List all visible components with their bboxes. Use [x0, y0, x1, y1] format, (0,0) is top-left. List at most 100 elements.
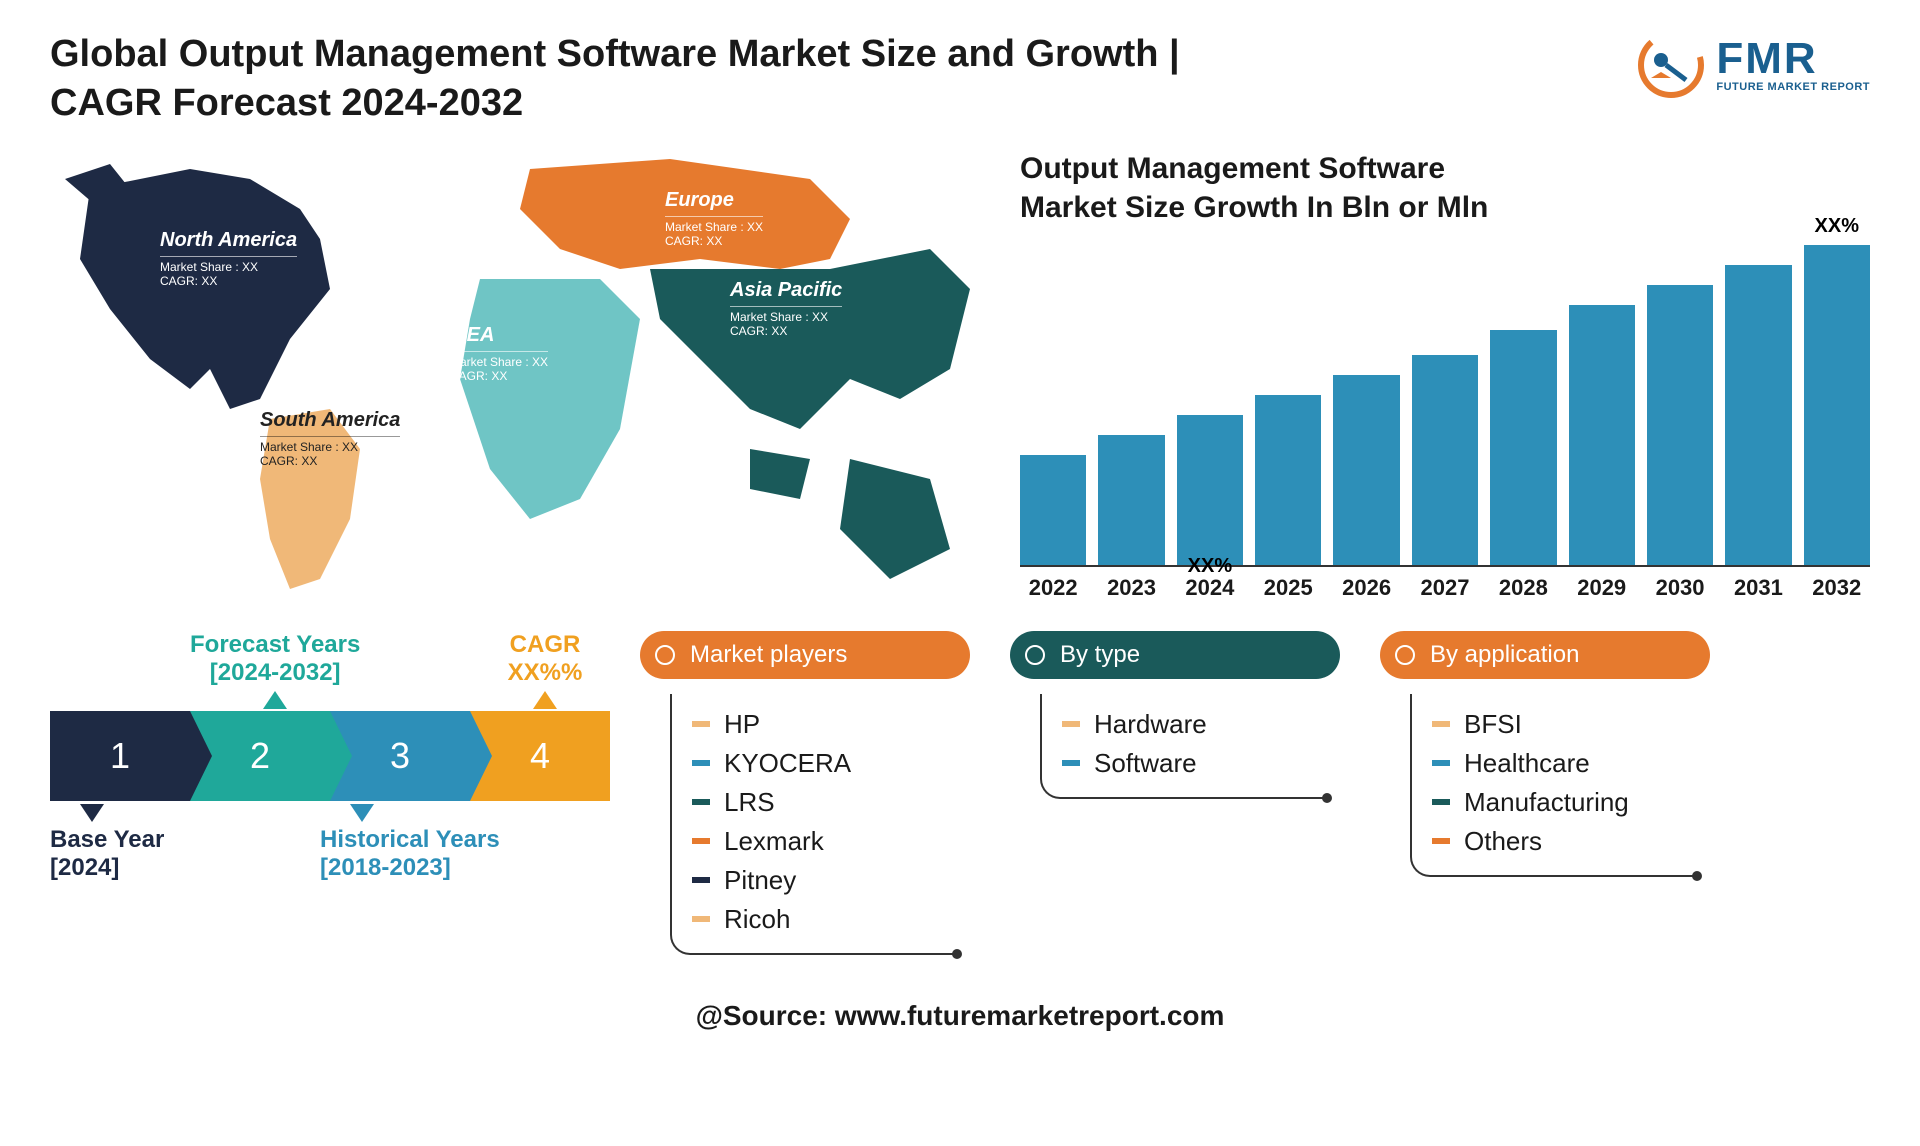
category-item: Hardware — [1062, 709, 1330, 740]
categories: Market players HP KYOCERA LRS Lexmark Pi… — [640, 631, 1870, 955]
timeline-label: Forecast Years[2024-2032] — [190, 631, 360, 687]
item-label: HP — [724, 709, 760, 740]
timeline-label: CAGR XX%% — [480, 631, 610, 687]
chart-title: Output Management Software Market Size G… — [1020, 149, 1520, 227]
xaxis-label: 2032 — [1804, 575, 1870, 601]
category-item: LRS — [692, 787, 960, 818]
region-name: MEA — [450, 324, 548, 347]
item-label: KYOCERA — [724, 748, 851, 779]
timeline-step: 1 — [50, 711, 190, 801]
bar — [1098, 435, 1164, 565]
logo-icon — [1636, 30, 1706, 100]
region-share: Market Share : XX — [730, 306, 842, 324]
tick-icon — [692, 877, 710, 883]
region-label: MEA Market Share : XX CAGR: XX — [450, 324, 548, 383]
timeline-chevrons: 1234 — [50, 711, 610, 801]
timeline-label: Historical Years[2018-2023] — [320, 826, 500, 882]
xaxis-label: 2027 — [1412, 575, 1478, 601]
timeline: 1234 Base Year[2024] Forecast Years[2024-… — [50, 631, 610, 955]
chart-xaxis: 2022202320242025202620272028202920302031… — [1020, 575, 1870, 601]
bar-column — [1490, 330, 1556, 565]
page-title: Global Output Management Software Market… — [50, 30, 1250, 129]
logo-fmr: FMR — [1716, 37, 1870, 81]
category-item: Software — [1062, 748, 1330, 779]
xaxis-label: 2023 — [1098, 575, 1164, 601]
logo-sub: FUTURE MARKET REPORT — [1716, 81, 1870, 93]
item-label: Lexmark — [724, 826, 824, 857]
bar-column — [1333, 375, 1399, 565]
category-pill: Market players — [640, 631, 970, 679]
bar-column: XX% — [1177, 415, 1243, 565]
category-bracket: BFSI Healthcare Manufacturing Others — [1410, 694, 1700, 877]
xaxis-label: 2028 — [1490, 575, 1556, 601]
item-label: BFSI — [1464, 709, 1522, 740]
region-cagr: CAGR: XX — [450, 369, 548, 383]
category-block: Market players HP KYOCERA LRS Lexmark Pi… — [640, 631, 970, 955]
bar — [1255, 395, 1321, 565]
bar — [1333, 375, 1399, 565]
region-name: Europe — [665, 189, 763, 212]
tick-icon — [1432, 721, 1450, 727]
bar-column — [1098, 435, 1164, 565]
item-label: Hardware — [1094, 709, 1207, 740]
xaxis-label: 2022 — [1020, 575, 1086, 601]
bar-column — [1255, 395, 1321, 565]
world-map: North America Market Share : XX CAGR: XX… — [50, 149, 990, 599]
timeline-label: Base Year[2024] — [50, 826, 164, 882]
item-label: Pitney — [724, 865, 796, 896]
bar-annotation: XX% — [1188, 555, 1232, 578]
region-name: Asia Pacific — [730, 279, 842, 302]
category-pill: By application — [1380, 631, 1710, 679]
tick-icon — [1432, 760, 1450, 766]
bar — [1569, 305, 1635, 565]
bar-annotation: XX% — [1815, 215, 1859, 238]
item-label: Manufacturing — [1464, 787, 1629, 818]
item-label: Ricoh — [724, 904, 790, 935]
bar — [1725, 265, 1791, 565]
tick-icon — [692, 760, 710, 766]
region-name: South America — [260, 409, 400, 432]
bar — [1490, 330, 1556, 565]
xaxis-label: 2025 — [1255, 575, 1321, 601]
xaxis-label: 2024 — [1177, 575, 1243, 601]
region-share: Market Share : XX — [160, 256, 297, 274]
category-item: Healthcare — [1432, 748, 1700, 779]
tick-icon — [692, 916, 710, 922]
bar — [1647, 285, 1713, 565]
xaxis-label: 2030 — [1647, 575, 1713, 601]
bar-column: XX% — [1804, 245, 1870, 565]
xaxis-label: 2029 — [1569, 575, 1635, 601]
header: Global Output Management Software Market… — [0, 0, 1920, 139]
bar-column — [1412, 355, 1478, 565]
region-label: North America Market Share : XX CAGR: XX — [160, 229, 297, 288]
tick-icon — [692, 721, 710, 727]
bar — [1177, 415, 1243, 565]
region-cagr: CAGR: XX — [160, 274, 297, 288]
region-label: Asia Pacific Market Share : XX CAGR: XX — [730, 279, 842, 338]
item-label: Healthcare — [1464, 748, 1590, 779]
category-item: Ricoh — [692, 904, 960, 935]
category-item: Others — [1432, 826, 1700, 857]
region-share: Market Share : XX — [665, 216, 763, 234]
region-cagr: CAGR: XX — [730, 324, 842, 338]
source-text: @Source: www.futuremarketreport.com — [0, 1000, 1920, 1032]
chart-bars: XX% XX% — [1020, 247, 1870, 567]
category-item: HP — [692, 709, 960, 740]
bar-column — [1020, 455, 1086, 565]
bar — [1412, 355, 1478, 565]
item-label: Others — [1464, 826, 1542, 857]
xaxis-label: 2031 — [1725, 575, 1791, 601]
bar-column — [1569, 305, 1635, 565]
region-share: Market Share : XX — [260, 436, 400, 454]
logo: FMR FUTURE MARKET REPORT — [1636, 30, 1870, 100]
region-share: Market Share : XX — [450, 351, 548, 369]
bar — [1020, 455, 1086, 565]
category-item: Pitney — [692, 865, 960, 896]
category-item: KYOCERA — [692, 748, 960, 779]
tick-icon — [1432, 799, 1450, 805]
category-block: By application BFSI Healthcare Manufactu… — [1380, 631, 1710, 955]
region-label: South America Market Share : XX CAGR: XX — [260, 409, 400, 468]
tick-icon — [692, 838, 710, 844]
bar — [1804, 245, 1870, 565]
logo-text: FMR FUTURE MARKET REPORT — [1716, 37, 1870, 93]
